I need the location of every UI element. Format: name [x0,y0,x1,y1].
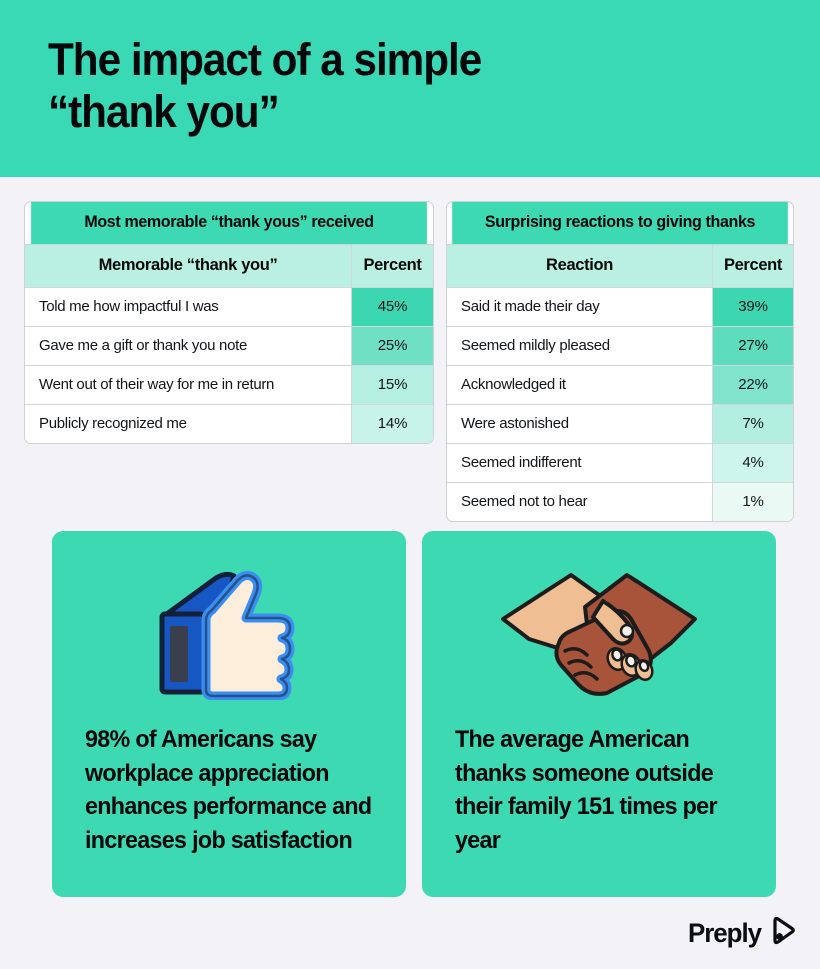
row-label: Told me how impactful I was [39,298,219,315]
column-header-percent: Percent [351,245,433,287]
table-title: Surprising reactions to giving thanks [452,202,788,244]
preply-logo[interactable]: Preply [685,916,796,951]
table-row: Said it made their day 39% [447,287,793,326]
table-row: Seemed mildly pleased 27% [447,326,793,365]
row-label: Publicly recognized me [39,415,187,432]
table-row: Were astonished 7% [447,404,793,443]
table-row: Publicly recognized me 14% [25,404,433,443]
row-label: Seemed indifferent [461,454,582,471]
row-percent: 1% [712,483,793,521]
table-most-memorable-thank-yous: Most memorable “thank yous” received Mem… [24,201,434,444]
column-header-label: Memorable “thank you” [98,256,278,274]
row-percent: 22% [712,366,793,404]
page-title: The impact of a simple “thank you” [48,34,482,137]
card-average-american-thanks: The average American thanks someone outs… [422,531,776,897]
handshake-icon [422,559,776,709]
row-percent: 45% [351,288,433,326]
card-workplace-appreciation: 98% of Americans say workplace appreciat… [52,531,406,897]
header-banner: The impact of a simple “thank you” [0,0,820,177]
table-column-headers: Memorable “thank you” Percent [25,244,433,287]
row-percent: 25% [351,327,433,365]
row-label: Seemed not to hear [461,493,588,510]
table-row: Seemed not to hear 1% [447,482,793,521]
row-percent: 4% [712,444,793,482]
table-row: Acknowledged it 22% [447,365,793,404]
row-percent: 7% [712,405,793,443]
table-row: Told me how impactful I was 45% [25,287,433,326]
table-row: Seemed indifferent 4% [447,443,793,482]
table-row: Went out of their way for me in return 1… [25,365,433,404]
row-percent: 39% [712,288,793,326]
row-label: Said it made their day [461,298,600,315]
thumbs-up-icon [52,559,406,709]
row-label: Seemed mildly pleased [461,337,610,354]
row-label: Acknowledged it [461,376,566,393]
row-percent: 15% [351,366,433,404]
table-column-headers: Reaction Percent [447,244,793,287]
table-row: Gave me a gift or thank you note 25% [25,326,433,365]
preply-play-bubble-icon [768,916,796,951]
row-label: Were astonished [461,415,569,432]
table-title: Most memorable “thank yous” received [31,202,427,244]
card-text: The average American thanks someone outs… [455,726,718,854]
row-percent: 14% [351,405,433,443]
brand-wordmark: Preply [688,918,762,948]
row-percent: 27% [712,327,793,365]
table-surprising-reactions: Surprising reactions to giving thanks Re… [446,201,794,522]
row-label: Went out of their way for me in return [39,376,275,393]
card-text: 98% of Americans say workplace appreciat… [85,726,372,854]
row-label: Gave me a gift or thank you note [39,337,248,354]
column-header-percent: Percent [712,245,793,287]
column-header-label: Reaction [546,256,613,274]
